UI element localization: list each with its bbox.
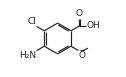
Text: O: O (76, 9, 83, 18)
Text: H₂N: H₂N (19, 51, 36, 60)
Text: Cl: Cl (27, 17, 36, 26)
Text: O: O (78, 51, 86, 60)
Text: OH: OH (86, 21, 100, 30)
